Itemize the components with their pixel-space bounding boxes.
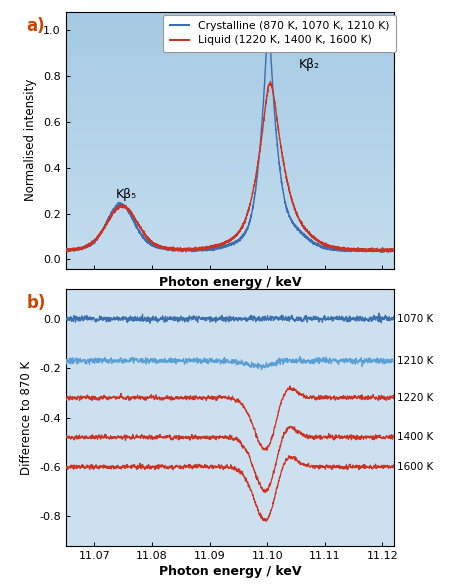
Legend: Crystalline (870 K, 1070 K, 1210 K), Liquid (1220 K, 1400 K, 1600 K): Crystalline (870 K, 1070 K, 1210 K), Liq… — [163, 15, 396, 52]
Text: 1070 K: 1070 K — [397, 313, 433, 323]
Y-axis label: Difference to 870 K: Difference to 870 K — [21, 360, 33, 474]
X-axis label: Photon energy / keV: Photon energy / keV — [159, 565, 301, 578]
Text: Kβ₅: Kβ₅ — [115, 188, 136, 201]
Text: Kβ₂: Kβ₂ — [299, 58, 320, 72]
Text: 1220 K: 1220 K — [397, 393, 433, 403]
Text: 1210 K: 1210 K — [397, 356, 433, 366]
Y-axis label: Normalised intensity: Normalised intensity — [24, 79, 38, 201]
Text: b): b) — [26, 294, 45, 312]
X-axis label: Photon energy / keV: Photon energy / keV — [159, 276, 301, 289]
Text: a): a) — [26, 17, 45, 35]
Text: 1600 K: 1600 K — [397, 462, 433, 472]
Text: 1400 K: 1400 K — [397, 432, 433, 442]
